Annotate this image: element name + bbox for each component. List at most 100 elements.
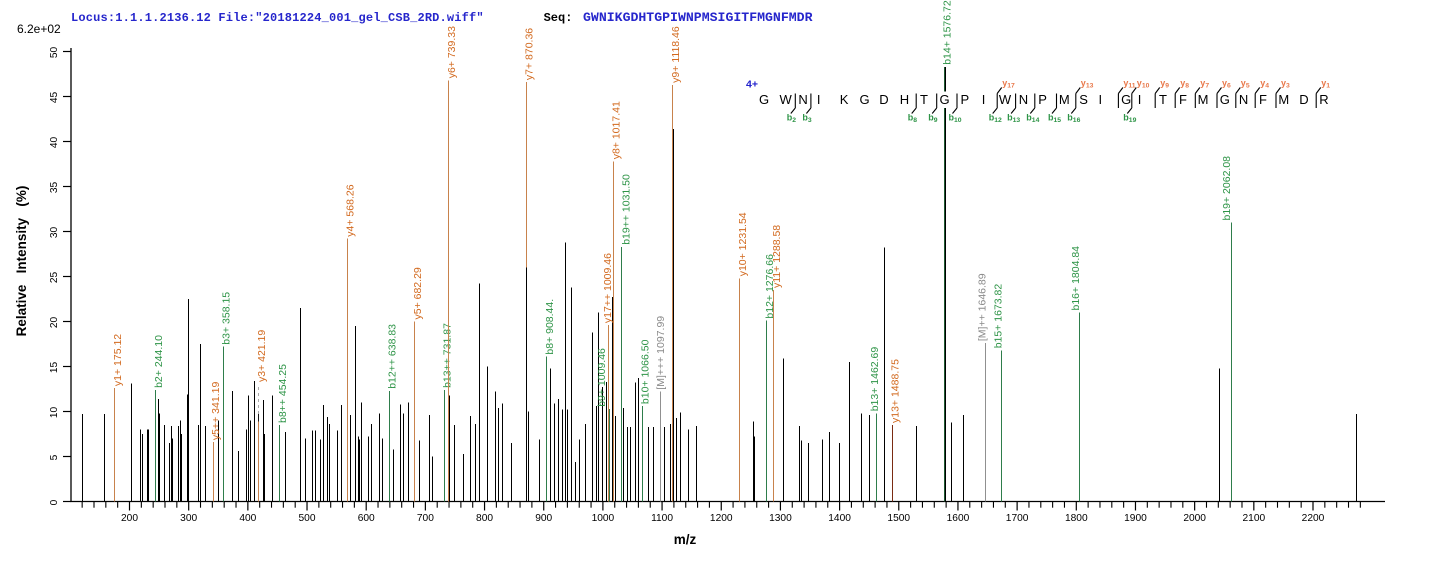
svg-text:y7: y7 (1200, 78, 1209, 90)
svg-text:G: G (859, 92, 869, 107)
svg-text:y10: y10 (1137, 78, 1150, 90)
svg-text:y4: y4 (1260, 78, 1269, 90)
svg-text:300: 300 (180, 513, 197, 524)
svg-text:y8+ 1017.41: y8+ 1017.41 (610, 101, 622, 159)
svg-text:1600: 1600 (947, 513, 970, 524)
svg-text:y17: y17 (1002, 78, 1015, 90)
svg-text:50: 50 (49, 47, 60, 59)
svg-text:y11: y11 (1123, 78, 1135, 90)
svg-text:b9: b9 (928, 113, 938, 125)
svg-text:700: 700 (417, 513, 434, 524)
svg-text:P: P (1038, 92, 1047, 107)
svg-text:b8+ 908.44.: b8+ 908.44. (544, 299, 556, 355)
svg-text:1500: 1500 (887, 513, 910, 524)
svg-text:45: 45 (49, 92, 60, 104)
svg-text:Relative Intensity (%): Relative Intensity (%) (14, 186, 29, 337)
svg-text:T: T (920, 92, 928, 107)
svg-text:y5: y5 (1241, 78, 1250, 90)
svg-text:5: 5 (49, 454, 60, 460)
svg-text:b13+ 1462.69: b13+ 1462.69 (869, 347, 881, 412)
svg-text:Locus:1.1.1.2136.12 File:"2018: Locus:1.1.1.2136.12 File:"20181224_001_g… (71, 11, 484, 25)
svg-text:1800: 1800 (1065, 513, 1088, 524)
svg-text:F: F (1259, 92, 1267, 107)
svg-text:400: 400 (239, 513, 256, 524)
svg-text:b14+ 1576.72: b14+ 1576.72 (941, 0, 953, 65)
svg-text:y1+ 175.12: y1+ 175.12 (112, 334, 124, 386)
svg-text:W: W (779, 92, 792, 107)
svg-text:N: N (798, 92, 807, 107)
svg-text:1100: 1100 (651, 513, 673, 524)
svg-text:I: I (1138, 92, 1142, 107)
svg-text:y17++ 1009.46: y17++ 1009.46 (602, 253, 614, 323)
svg-text:D: D (879, 92, 888, 107)
svg-text:b3+ 358.15: b3+ 358.15 (220, 292, 232, 345)
svg-text:I: I (817, 92, 821, 107)
svg-text:m/z: m/z (674, 532, 697, 547)
svg-text:15: 15 (49, 362, 60, 374)
svg-text:y8: y8 (1180, 78, 1189, 90)
svg-text:[M]++ 1646.89: [M]++ 1646.89 (976, 273, 988, 341)
svg-text:y7+ 870.36: y7+ 870.36 (523, 28, 535, 80)
svg-text:b13: b13 (1007, 113, 1020, 125)
svg-text:b13++ 731.87: b13++ 731.87 (441, 323, 453, 388)
svg-text:1000: 1000 (592, 513, 615, 524)
svg-text:y5++ 341.19: y5++ 341.19 (210, 382, 222, 441)
svg-text:H: H (900, 92, 909, 107)
svg-text:y6+ 739.33: y6+ 739.33 (446, 26, 458, 78)
svg-text:2200: 2200 (1302, 513, 1325, 524)
svg-text:b12++ 638.83: b12++ 638.83 (386, 324, 398, 389)
svg-text:b12: b12 (989, 113, 1002, 125)
svg-text:35: 35 (49, 182, 60, 194)
svg-text:y3: y3 (1281, 78, 1290, 90)
svg-text:[M]+++ 1097.99: [M]+++ 1097.99 (655, 316, 667, 390)
svg-text:2000: 2000 (1183, 513, 1206, 524)
svg-text:b10: b10 (949, 113, 962, 125)
svg-text:b8: b8 (908, 113, 918, 125)
svg-text:b16+ 1804.84: b16+ 1804.84 (1070, 246, 1082, 311)
svg-text:4+: 4+ (746, 79, 758, 91)
svg-text:500: 500 (299, 513, 316, 524)
svg-text:M: M (1198, 92, 1209, 107)
svg-text:b3: b3 (802, 113, 812, 125)
svg-text:R: R (1319, 92, 1328, 107)
svg-text:2100: 2100 (1242, 513, 1265, 524)
svg-text:b9+ 1009.46: b9+ 1009.46 (596, 348, 608, 407)
svg-text:800: 800 (476, 513, 493, 524)
svg-text:N: N (1239, 92, 1248, 107)
svg-text:30: 30 (49, 227, 60, 239)
svg-text:N: N (1019, 92, 1028, 107)
svg-text:y9: y9 (1160, 78, 1169, 90)
svg-text:b8++ 454.25: b8++ 454.25 (277, 364, 289, 423)
svg-text:b2: b2 (787, 113, 797, 125)
svg-text:Seq:: Seq: (544, 11, 573, 25)
svg-text:b19: b19 (1123, 113, 1136, 125)
svg-text:M: M (1278, 92, 1289, 107)
svg-text:b15+ 1673.82: b15+ 1673.82 (992, 284, 1004, 349)
svg-text:1900: 1900 (1124, 513, 1147, 524)
svg-text:D: D (1299, 92, 1308, 107)
svg-text:1300: 1300 (769, 513, 792, 524)
svg-text:G: G (1121, 92, 1131, 107)
svg-text:S: S (1079, 92, 1088, 107)
svg-text:y13+ 1488.75: y13+ 1488.75 (889, 359, 901, 423)
svg-text:G: G (1220, 92, 1230, 107)
svg-text:1200: 1200 (710, 513, 733, 524)
svg-text:y13: y13 (1081, 78, 1094, 90)
svg-text:1700: 1700 (1006, 513, 1029, 524)
svg-text:y1: y1 (1321, 78, 1330, 90)
svg-text:K: K (840, 92, 849, 107)
svg-text:y3+ 421.19: y3+ 421.19 (256, 330, 268, 382)
svg-text:I: I (1098, 92, 1102, 107)
svg-text:b2+ 244.10: b2+ 244.10 (153, 335, 165, 388)
svg-text:M: M (1059, 92, 1070, 107)
svg-text:25: 25 (49, 272, 60, 284)
svg-text:600: 600 (358, 513, 375, 524)
svg-text:G: G (939, 92, 949, 107)
svg-text:y6: y6 (1222, 78, 1231, 90)
svg-text:0: 0 (49, 499, 60, 505)
svg-text:6.2e+02: 6.2e+02 (17, 22, 61, 36)
svg-text:b15: b15 (1048, 113, 1061, 125)
svg-text:I: I (982, 92, 986, 107)
svg-text:P: P (960, 92, 969, 107)
svg-text:y4+ 568.26: y4+ 568.26 (345, 184, 357, 236)
